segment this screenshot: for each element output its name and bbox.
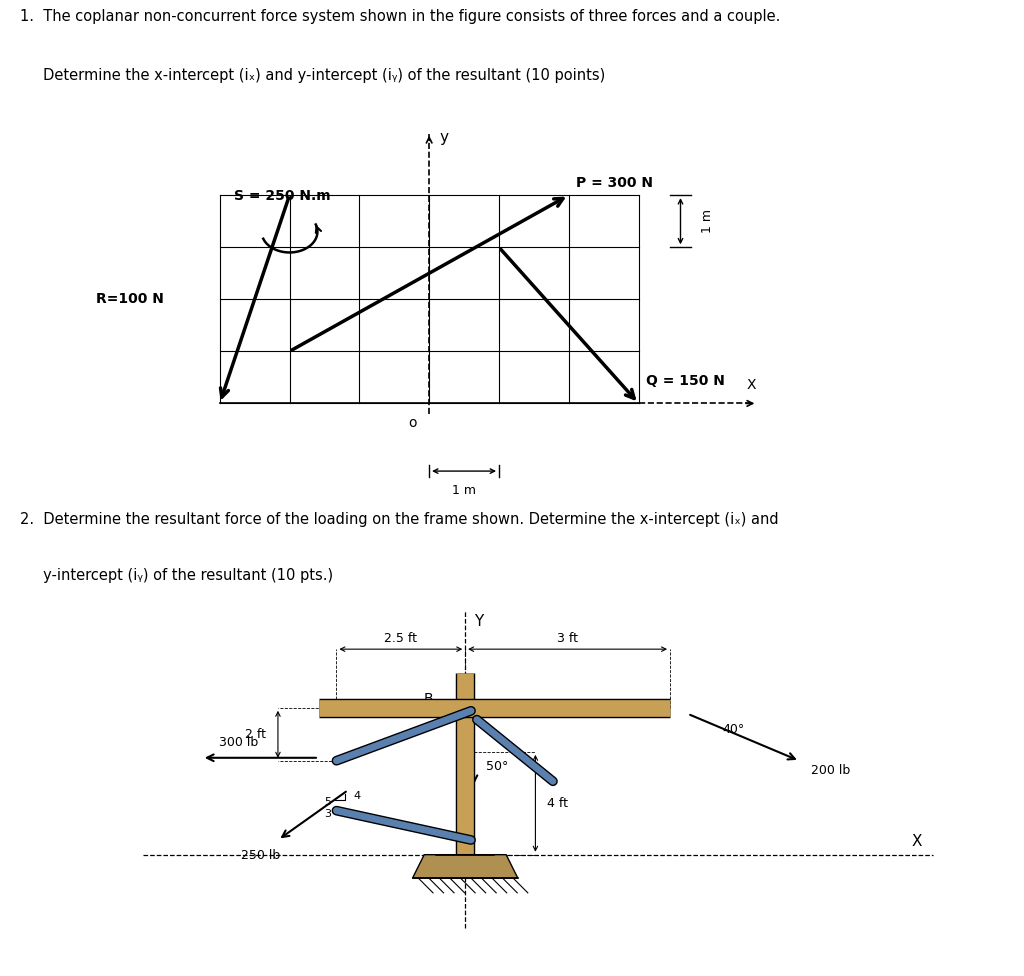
Text: Determine the x-intercept (iₓ) and y-intercept (iᵧ) of the resultant (10 points): Determine the x-intercept (iₓ) and y-int… (20, 68, 606, 83)
Text: 2.  Determine the resultant force of the loading on the frame shown. Determine t: 2. Determine the resultant force of the … (20, 512, 779, 527)
Text: A: A (438, 858, 447, 872)
Text: 2 ft: 2 ft (245, 728, 266, 741)
Text: Q = 150 N: Q = 150 N (645, 374, 724, 387)
Text: X: X (911, 834, 922, 849)
Text: 5: 5 (325, 796, 331, 807)
Text: y-intercept (iᵧ) of the resultant (10 pts.): y-intercept (iᵧ) of the resultant (10 pt… (20, 568, 334, 583)
Text: B: B (423, 692, 433, 707)
Text: P = 300 N: P = 300 N (575, 176, 652, 190)
Text: S = 250 N.m: S = 250 N.m (233, 189, 331, 203)
Text: 50°: 50° (485, 760, 508, 773)
Text: 1 m: 1 m (452, 484, 476, 497)
Text: o: o (409, 417, 417, 430)
Text: R=100 N: R=100 N (96, 292, 164, 306)
Text: Y: Y (474, 614, 483, 629)
Text: 2.5 ft: 2.5 ft (384, 631, 418, 645)
Text: 250 lb: 250 lb (241, 849, 280, 862)
Text: X: X (746, 378, 757, 392)
Text: 40°: 40° (723, 722, 744, 736)
Text: 1.  The coplanar non-concurrent force system shown in the figure consists of thr: 1. The coplanar non-concurrent force sys… (20, 10, 781, 24)
Text: 300 lb: 300 lb (219, 736, 259, 749)
Text: 3 ft: 3 ft (557, 631, 579, 645)
Text: 1 m: 1 m (701, 209, 715, 233)
Text: 3: 3 (325, 808, 331, 819)
Text: y: y (439, 131, 449, 145)
Text: 4: 4 (353, 791, 360, 801)
Text: 4 ft: 4 ft (547, 796, 568, 810)
Text: 200 lb: 200 lb (811, 764, 851, 777)
Polygon shape (413, 855, 518, 878)
